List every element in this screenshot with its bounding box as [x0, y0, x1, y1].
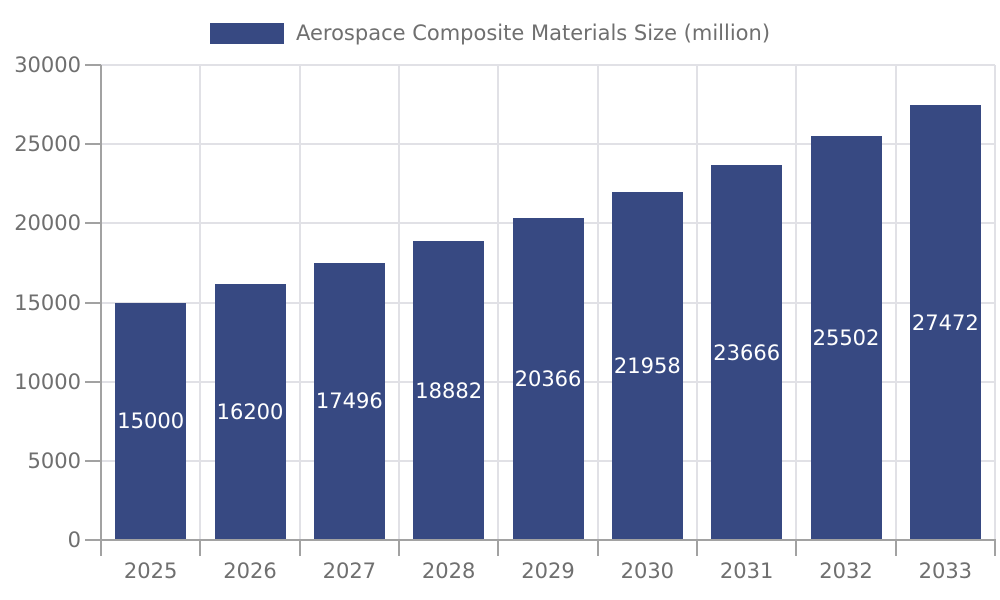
y-axis-label: 15000: [14, 290, 81, 315]
x-axis-label: 2032: [819, 559, 873, 583]
bar-2033[interactable]: 27472: [909, 105, 981, 540]
x-axis-tick: [199, 540, 202, 556]
bar-value-label: 23666: [713, 340, 781, 365]
y-axis-label: 30000: [14, 53, 81, 77]
y-axis-label: 5000: [27, 448, 81, 473]
y-axis-tick: [85, 301, 101, 304]
bar-2032[interactable]: 25502: [810, 136, 882, 540]
h-gridline: [101, 143, 995, 146]
y-axis-label: 0: [67, 528, 81, 552]
x-axis-line: [101, 539, 996, 541]
x-axis-label: 2033: [918, 559, 973, 583]
h-gridline: [101, 64, 995, 66]
x-axis-tick: [298, 540, 301, 556]
y-axis-label: 10000: [14, 369, 81, 394]
x-axis-tick: [497, 540, 500, 556]
y-axis-tick: [85, 64, 101, 66]
x-axis-tick: [596, 540, 599, 556]
y-axis-label: 25000: [14, 132, 81, 157]
bar-value-label: 15000: [117, 409, 185, 434]
x-axis-label: 2031: [719, 559, 774, 583]
v-gridline: [497, 65, 500, 540]
y-axis-label: 20000: [14, 211, 81, 236]
bar-2026[interactable]: 16200: [214, 283, 286, 540]
x-axis-label: 2029: [521, 559, 575, 583]
y-axis-line: [100, 65, 102, 542]
x-axis-tick: [795, 540, 798, 556]
x-axis-label: 2030: [620, 559, 675, 583]
x-axis-tick: [398, 540, 400, 556]
x-axis-label: 2028: [421, 559, 476, 583]
x-axis-tick: [100, 540, 102, 556]
v-gridline: [199, 65, 202, 540]
x-axis-tick: [894, 540, 897, 556]
y-axis-tick: [85, 143, 101, 146]
x-axis-tick: [696, 540, 698, 556]
legend-item[interactable]: Aerospace Composite Materials Size (mill…: [210, 20, 770, 47]
bar-value-label: 18882: [415, 378, 483, 403]
v-gridline: [894, 65, 897, 540]
bar-value-label: 25502: [812, 326, 880, 351]
y-axis-tick: [85, 459, 101, 462]
v-gridline: [795, 65, 798, 540]
bar-2025[interactable]: 15000: [115, 302, 187, 540]
bar-value-label: 21958: [613, 354, 681, 379]
bar-2030[interactable]: 21958: [611, 192, 683, 540]
bar-value-label: 17496: [315, 389, 383, 414]
y-axis-tick: [85, 380, 101, 383]
bar-value-label: 20366: [514, 366, 582, 391]
x-axis-label: 2027: [322, 559, 377, 583]
bar-value-label: 16200: [216, 399, 284, 424]
bar-2029[interactable]: 20366: [512, 217, 584, 540]
v-gridline: [398, 65, 400, 540]
y-axis-tick: [85, 222, 101, 225]
v-gridline: [298, 65, 301, 540]
legend-label: Aerospace Composite Materials Size (mill…: [296, 21, 771, 45]
bar-2027[interactable]: 17496: [313, 262, 385, 540]
x-axis-label: 2026: [223, 559, 277, 583]
v-gridline: [596, 65, 599, 540]
x-axis-tick: [994, 540, 996, 556]
x-axis-label: 2025: [123, 559, 178, 583]
bar-2028[interactable]: 18882: [413, 241, 485, 540]
bar-2031[interactable]: 23666: [711, 165, 783, 540]
y-axis-tick: [85, 539, 101, 541]
bar-value-label: 27472: [911, 310, 979, 335]
v-gridline: [696, 65, 698, 540]
legend-swatch: [210, 23, 284, 44]
v-gridline: [994, 65, 996, 540]
